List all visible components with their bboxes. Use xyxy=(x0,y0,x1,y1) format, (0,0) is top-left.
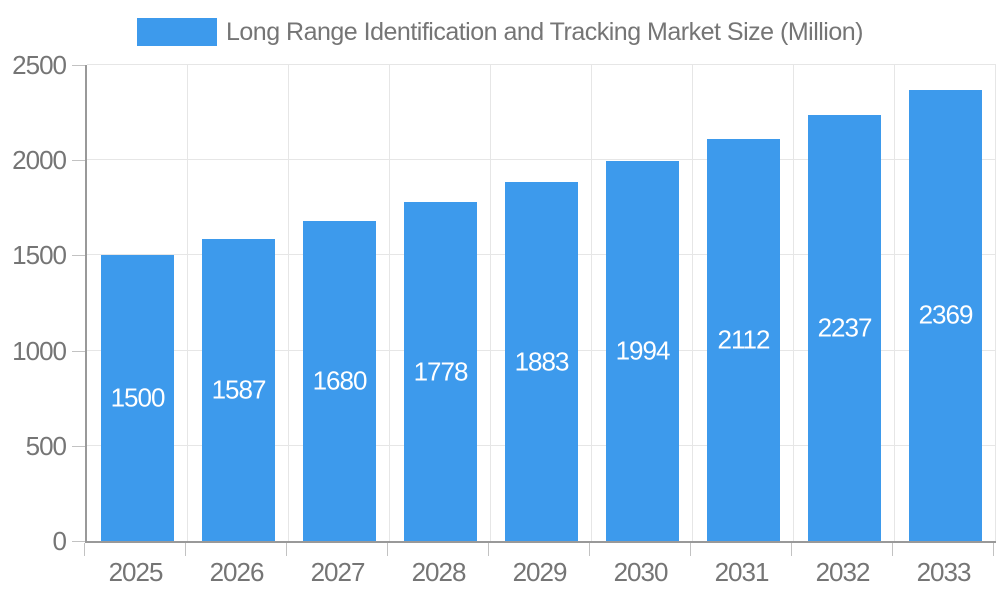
y-axis-tick xyxy=(72,255,85,257)
y-axis-label: 1500 xyxy=(12,240,67,271)
y-axis-tick xyxy=(72,160,85,162)
bar[interactable]: 2237 xyxy=(808,115,881,541)
x-gridline xyxy=(187,65,188,541)
bar[interactable]: 1778 xyxy=(404,202,477,541)
x-axis-tick xyxy=(589,543,590,556)
y-axis-label: 2000 xyxy=(12,145,67,176)
bar-value-label: 1778 xyxy=(413,356,469,387)
bar[interactable]: 1500 xyxy=(101,255,174,541)
legend[interactable]: Long Range Identification and Tracking M… xyxy=(0,14,1000,50)
x-gridline xyxy=(591,65,592,541)
bar-value-label: 1994 xyxy=(615,335,671,366)
bar-value-label: 2112 xyxy=(717,324,771,355)
bar-value-label: 1500 xyxy=(110,382,166,413)
x-gridline xyxy=(692,65,693,541)
bar[interactable]: 1883 xyxy=(505,182,578,541)
x-axis-tick xyxy=(791,543,792,556)
x-axis-label: 2028 xyxy=(411,557,467,587)
y-axis-tick xyxy=(72,65,85,66)
x-axis-tick xyxy=(185,543,186,556)
x-axis-label: 2025 xyxy=(108,557,164,587)
bar[interactable]: 1680 xyxy=(303,221,376,541)
y-axis-tick xyxy=(72,445,85,447)
bar[interactable]: 1587 xyxy=(202,238,275,541)
y-axis-label: 0 xyxy=(52,526,67,556)
y-axis-tick xyxy=(72,350,85,352)
bar-value-label: 1883 xyxy=(514,346,570,377)
y-gridline xyxy=(87,64,996,65)
x-axis-tick xyxy=(387,543,388,556)
x-gridline xyxy=(894,65,895,541)
x-axis-label: 2032 xyxy=(815,557,871,587)
plot-area: 1500 1587 1680 1778 1883 1994 2112 2237 2369 xyxy=(85,64,996,543)
legend-swatch-icon xyxy=(136,18,217,46)
x-gridline xyxy=(490,65,491,541)
y-gridline xyxy=(87,159,996,161)
x-axis-label: 2031 xyxy=(714,557,770,587)
y-axis-label: 2500 xyxy=(12,50,67,80)
y-axis-label: 1000 xyxy=(12,335,67,366)
x-gridline xyxy=(793,65,794,541)
x-axis-tick xyxy=(993,543,994,556)
x-gridline xyxy=(389,65,390,541)
y-axis-label: 500 xyxy=(25,430,67,461)
y-axis-tick xyxy=(72,541,85,542)
bar[interactable]: 1994 xyxy=(606,161,679,541)
bar-value-label: 2237 xyxy=(817,312,873,343)
x-axis-label: 2027 xyxy=(310,557,366,587)
x-axis-tick xyxy=(286,543,287,556)
legend-label: Long Range Identification and Tracking M… xyxy=(225,17,864,46)
x-axis-tick xyxy=(892,543,893,556)
bar-value-label: 1587 xyxy=(211,374,267,405)
x-gridline xyxy=(995,65,996,541)
bar-value-label: 2369 xyxy=(918,299,974,330)
bar[interactable]: 2369 xyxy=(909,89,982,541)
x-axis-tick xyxy=(690,543,691,556)
x-axis-label: 2029 xyxy=(512,557,568,587)
x-axis-label: 2026 xyxy=(209,557,265,587)
x-axis-label: 2033 xyxy=(916,557,972,587)
bar[interactable]: 2112 xyxy=(707,138,780,541)
x-axis-tick xyxy=(84,543,85,556)
x-gridline xyxy=(288,65,289,541)
bar-value-label: 1680 xyxy=(312,365,368,396)
x-axis-label: 2030 xyxy=(613,557,669,587)
x-axis-tick xyxy=(488,543,489,556)
